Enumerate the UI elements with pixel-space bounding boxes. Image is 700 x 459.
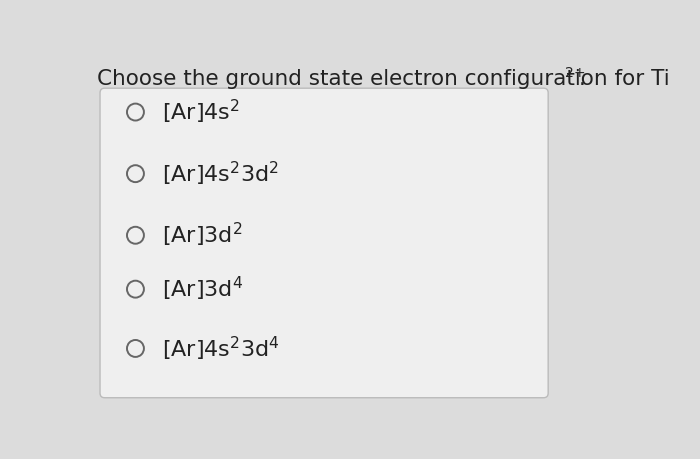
Text: 2+: 2+ [565, 66, 586, 80]
Text: Choose the ground state electron configuration for Ti: Choose the ground state electron configu… [97, 69, 670, 89]
Text: [Ar]4s$^{2}$3d$^{4}$: [Ar]4s$^{2}$3d$^{4}$ [162, 334, 280, 363]
Text: [Ar]4s$^{2}$3d$^{2}$: [Ar]4s$^{2}$3d$^{2}$ [162, 160, 279, 188]
FancyBboxPatch shape [100, 88, 548, 398]
Text: [Ar]4s$^{2}$: [Ar]4s$^{2}$ [162, 98, 240, 126]
Text: .: . [579, 69, 586, 89]
Text: [Ar]3d$^{2}$: [Ar]3d$^{2}$ [162, 221, 243, 249]
Text: [Ar]3d$^{4}$: [Ar]3d$^{4}$ [162, 275, 244, 303]
